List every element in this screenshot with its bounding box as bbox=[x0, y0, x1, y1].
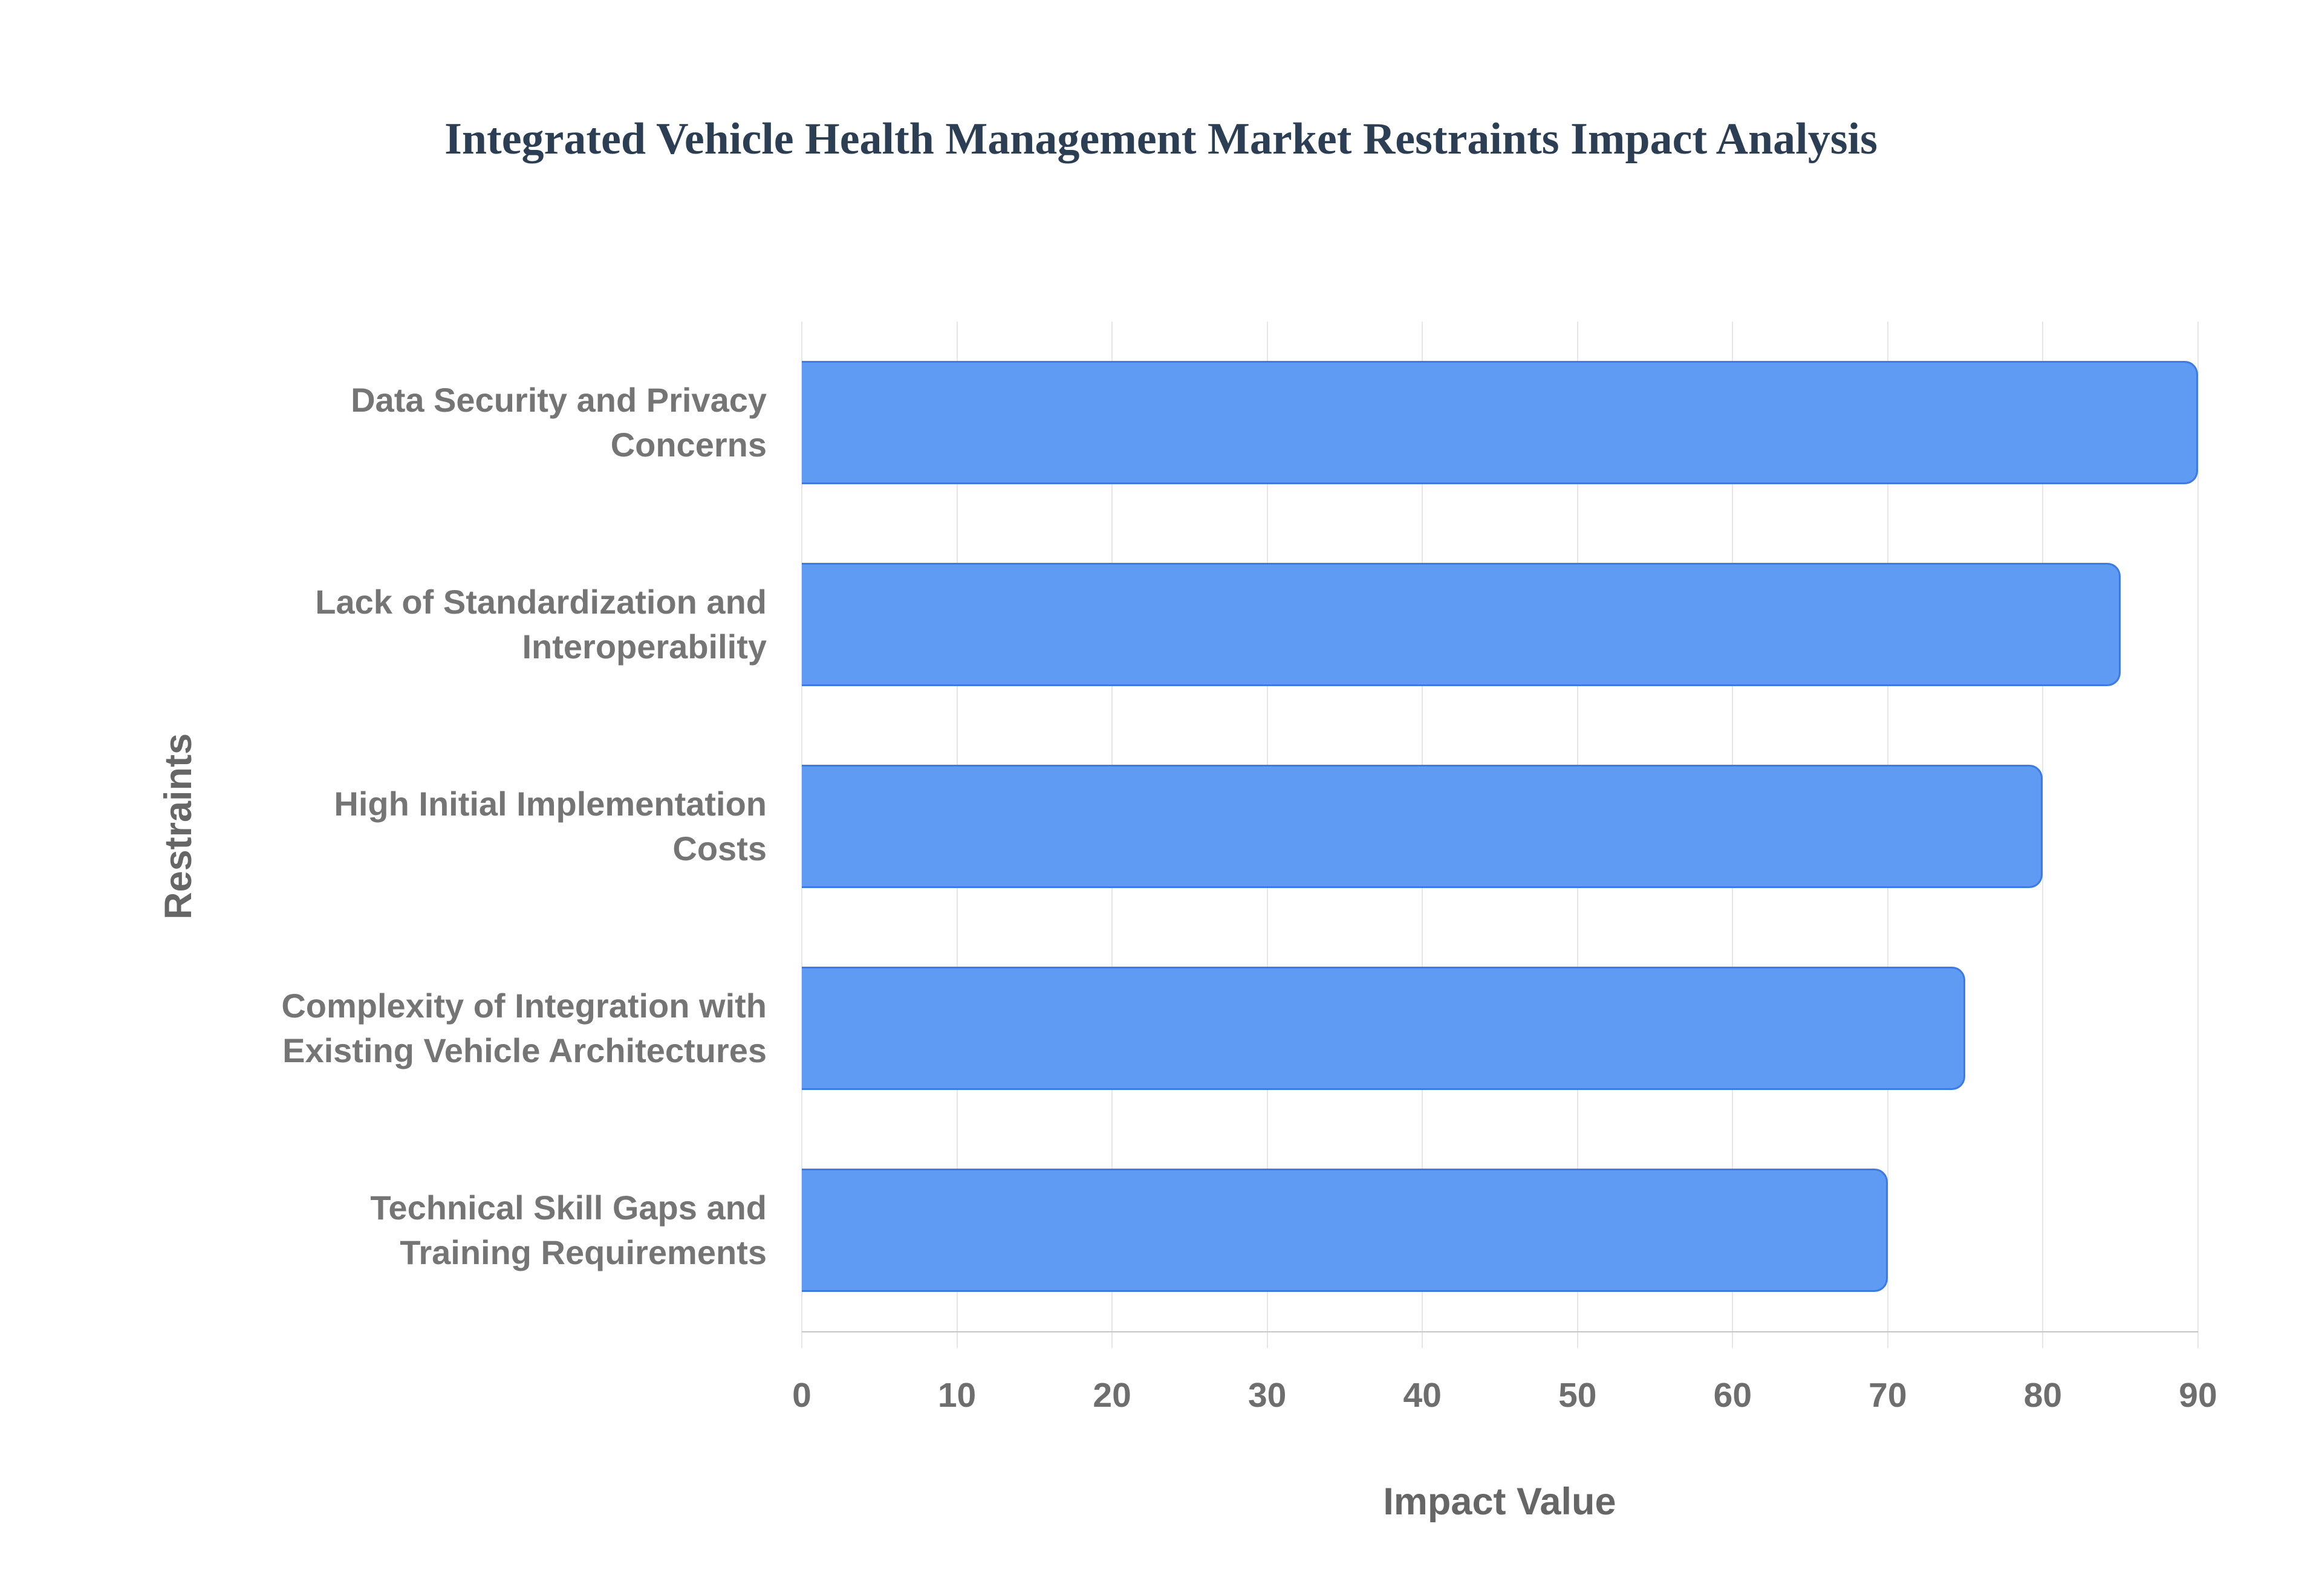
bar-3 bbox=[802, 967, 1966, 1090]
x-tick-label-0: 0 bbox=[792, 1376, 811, 1415]
x-tick-label-60: 60 bbox=[1713, 1376, 1752, 1415]
bar-0 bbox=[802, 361, 2198, 484]
x-tick-label-30: 30 bbox=[1247, 1376, 1287, 1415]
x-tick-label-80: 80 bbox=[2023, 1376, 2063, 1415]
category-label-3: Complexity of Integration with Existing … bbox=[281, 987, 767, 1069]
x-tick-label-90: 90 bbox=[2179, 1376, 2217, 1415]
bar-2 bbox=[802, 765, 2043, 888]
category-label-4: Technical Skill Gaps and Training Requir… bbox=[370, 1189, 767, 1271]
x-tick-labels: 0 10 20 30 40 50 60 70 80 90 bbox=[792, 1375, 2217, 1430]
category-label-1: Lack of Standardization and Interoperabi… bbox=[315, 583, 767, 666]
chart-title: Integrated Vehicle Health Management Mar… bbox=[444, 114, 1878, 164]
plot-area bbox=[801, 322, 2199, 1348]
bar-1 bbox=[802, 563, 2121, 686]
x-axis-title: Impact Value bbox=[1383, 1481, 1616, 1523]
bar-4 bbox=[802, 1169, 1888, 1292]
x-tick-label-50: 50 bbox=[1558, 1376, 1597, 1415]
gridline-x-80 bbox=[2042, 322, 2044, 1348]
gridline-x-90 bbox=[2197, 322, 2199, 1348]
x-tick-label-40: 40 bbox=[1403, 1376, 1442, 1415]
x-tick-label-10: 10 bbox=[937, 1376, 977, 1415]
category-label-0: Data Security and Privacy Concerns bbox=[351, 381, 767, 464]
x-tick-label-70: 70 bbox=[1868, 1376, 1907, 1415]
category-label-2: High Initial Implementation Costs bbox=[334, 785, 767, 868]
x-tick-label-20: 20 bbox=[1093, 1376, 1131, 1415]
category-labels: Data Security and Privacy Concerns Lack o… bbox=[0, 322, 780, 1331]
x-axis-line bbox=[802, 1331, 2198, 1332]
